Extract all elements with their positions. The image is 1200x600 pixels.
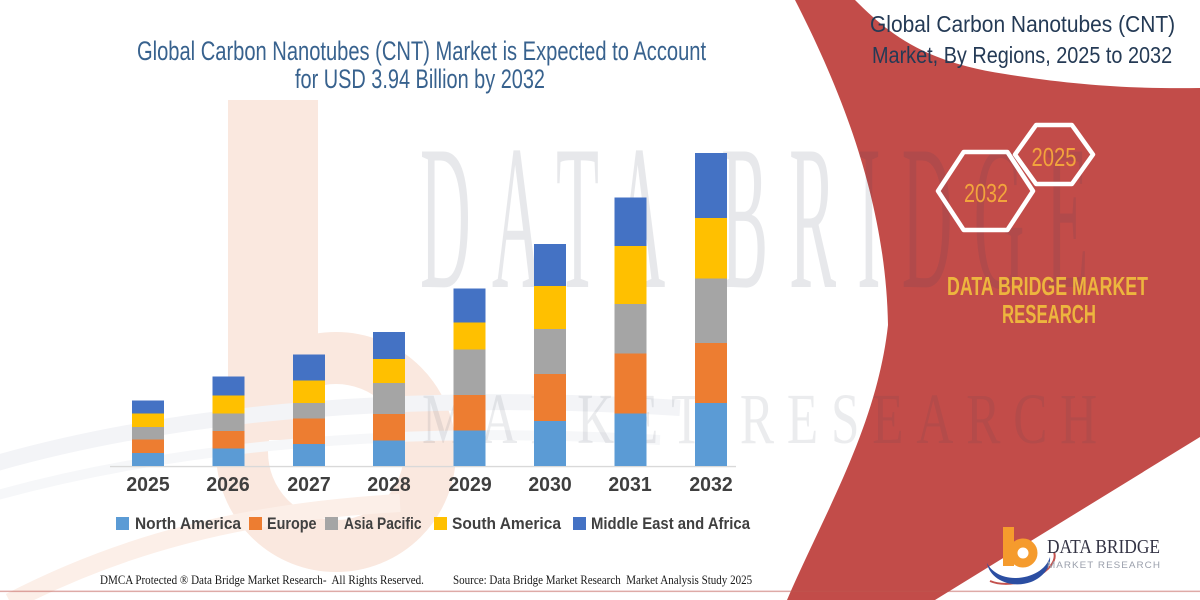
svg-text:MARKET RESEARCH: MARKET RESEARCH	[422, 379, 1110, 459]
svg-text:2025: 2025	[1032, 142, 1077, 172]
svg-text:MARKET RESEARCH: MARKET RESEARCH	[1047, 560, 1161, 571]
svg-text:2032: 2032	[964, 178, 1008, 208]
svg-text:DATA BRIDGE: DATA BRIDGE	[1047, 536, 1160, 558]
svg-text:DATA BRIDGE: DATA BRIDGE	[420, 104, 1110, 333]
